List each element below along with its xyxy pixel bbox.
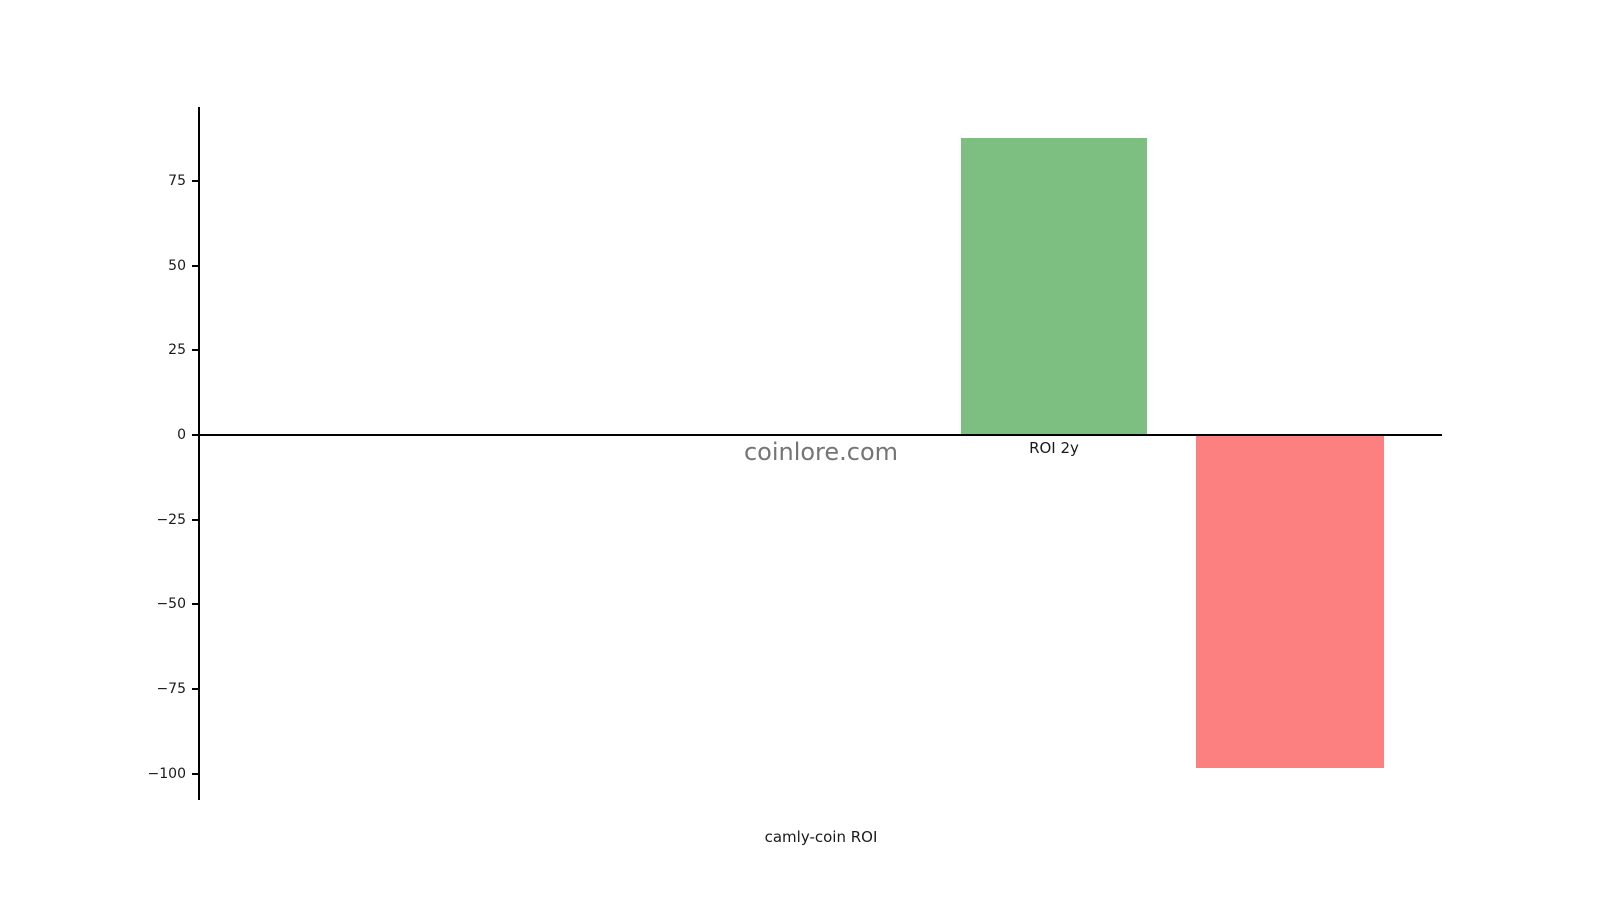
y-tick-mark — [192, 180, 198, 182]
y-tick-mark — [192, 265, 198, 267]
bar-positive — [961, 138, 1147, 434]
y-tick-mark — [192, 519, 198, 521]
y-tick-label: 0 — [177, 427, 186, 443]
y-tick-label: 75 — [168, 173, 186, 189]
x-axis-zero-line — [198, 434, 1442, 436]
y-tick-label: −25 — [156, 512, 186, 528]
y-tick-label: 50 — [168, 258, 186, 274]
y-tick-mark — [192, 688, 198, 690]
y-tick-mark — [192, 349, 198, 351]
bar-negative — [1196, 436, 1384, 768]
chart-footer-label: camly-coin ROI — [764, 828, 878, 846]
y-tick-mark — [192, 603, 198, 605]
y-axis-spine — [198, 107, 200, 800]
category-label: ROI 2y — [1029, 439, 1079, 457]
y-tick-mark — [192, 773, 198, 775]
y-tick-label: −50 — [156, 596, 186, 612]
y-tick-label: −75 — [156, 681, 186, 697]
y-tick-label: −100 — [147, 766, 186, 782]
y-tick-mark — [192, 434, 198, 436]
coinlore-watermark: coinlore.com — [743, 438, 899, 466]
y-tick-label: 25 — [168, 342, 186, 358]
